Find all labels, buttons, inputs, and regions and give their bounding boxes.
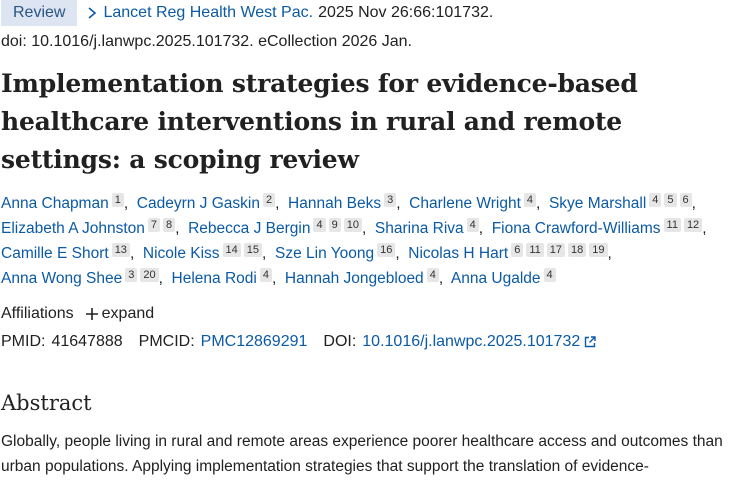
- author: Anna Ugalde 4: [450, 268, 556, 287]
- author-name[interactable]: Cadeyrn J Gaskin: [136, 195, 260, 212]
- pmcid-link[interactable]: PMC12869291: [200, 333, 308, 350]
- author-name[interactable]: Nicole Kiss: [142, 245, 220, 262]
- affiliations-row: Affiliations expand: [1, 303, 749, 325]
- author-name[interactable]: Skye Marshall: [548, 195, 647, 212]
- author-name[interactable]: Elizabeth A Johnston: [1, 220, 145, 237]
- author: Fiona Crawford-Williams 11 12: [491, 218, 711, 237]
- author-name[interactable]: Rebecca J Bergin: [188, 220, 311, 237]
- journal-link[interactable]: Lancet Reg Health West Pac.: [103, 4, 314, 21]
- author-name[interactable]: Anna Wong Shee: [1, 270, 123, 287]
- author-name[interactable]: Hannah Jongebloed: [284, 270, 424, 287]
- article-title: Implementation strategies for evidence-b…: [1, 69, 638, 174]
- author-name[interactable]: Hannah Beks: [288, 195, 382, 212]
- doi-label: DOI:: [323, 333, 357, 350]
- affiliation-number[interactable]: 8: [163, 218, 176, 232]
- affiliation-number[interactable]: 19: [589, 243, 608, 257]
- affiliation-number[interactable]: 11: [663, 218, 681, 232]
- type-badge: Review: [1, 0, 78, 26]
- pmid: 41647888: [51, 333, 123, 350]
- abstract-text: Globally, people living in rural and rem…: [1, 433, 723, 475]
- affiliations-label: Affiliations: [1, 305, 74, 322]
- affiliation-number[interactable]: 14: [222, 243, 241, 257]
- affiliation-number[interactable]: 18: [568, 243, 587, 257]
- author-name[interactable]: Anna Ugalde: [450, 270, 541, 287]
- author-name[interactable]: Sharina Riva: [374, 220, 464, 237]
- affiliation-number[interactable]: 13: [111, 243, 130, 257]
- pmcid-label: PMCID:: [138, 333, 195, 350]
- author: Elizabeth A Johnston 7 8: [1, 218, 184, 237]
- citation-row: Review Lancet Reg Health West Pac. 2025 …: [1, 0, 749, 26]
- author: Helena Rodi 4: [171, 268, 281, 287]
- affiliation-number[interactable]: 4: [543, 268, 556, 282]
- affiliation-number[interactable]: 6: [511, 243, 524, 257]
- author: Anna Wong Shee 3 20: [1, 268, 167, 287]
- author: Sze Lin Yoong 16: [274, 243, 404, 262]
- abstract-heading: Abstract: [1, 391, 92, 415]
- author-name[interactable]: Sze Lin Yoong: [274, 245, 375, 262]
- author: Cadeyrn J Gaskin 2: [136, 193, 284, 212]
- chevron-icon: [88, 7, 97, 19]
- author: Charlene Wright 4: [409, 193, 545, 212]
- identifiers: PMID: 41647888 PMCID: PMC12869291 DOI: 1…: [1, 331, 749, 353]
- affiliation-number[interactable]: 4: [523, 193, 537, 207]
- expand-button[interactable]: expand: [101, 305, 155, 322]
- affiliation-number[interactable]: 5: [664, 193, 677, 207]
- author: Nicole Kiss 14 15: [142, 243, 271, 262]
- author: Anna Chapman 1: [1, 193, 132, 212]
- doi-line: doi: 10.1016/j.lanwpc.2025.101732. eColl…: [1, 33, 412, 50]
- external-link-icon[interactable]: [584, 336, 596, 348]
- author: Sharina Riva 4: [374, 218, 487, 237]
- author: Hannah Beks 3: [288, 193, 405, 212]
- author-name[interactable]: Fiona Crawford-Williams: [491, 220, 661, 237]
- author-name[interactable]: Helena Rodi: [171, 270, 257, 287]
- author: Hannah Jongebloed 4: [284, 268, 447, 287]
- affiliation-number[interactable]: 9: [328, 218, 341, 232]
- affiliation-number[interactable]: 4: [649, 193, 662, 207]
- pmid-label: PMID:: [1, 333, 46, 350]
- affiliation-number[interactable]: 2: [262, 193, 276, 207]
- author: Camille E Short 13: [1, 243, 139, 262]
- affiliation-number[interactable]: 16: [377, 243, 396, 257]
- author-name[interactable]: Anna Chapman: [1, 195, 109, 212]
- author: Rebecca J Bergin 4 9 10: [188, 218, 371, 237]
- affiliation-number[interactable]: 17: [546, 243, 566, 257]
- affiliation-number[interactable]: 3: [125, 268, 138, 282]
- author: Skye Marshall 4 5 6: [548, 193, 700, 212]
- affiliation-number[interactable]: 4: [259, 268, 272, 282]
- affiliation-number[interactable]: 1: [111, 193, 124, 207]
- affiliation-number[interactable]: 20: [140, 268, 159, 282]
- author: Nicolas H Hart 6 11 17 18 19: [408, 243, 616, 262]
- citation-info: 2025 Nov 26:66:101732.: [318, 4, 494, 21]
- affiliation-number[interactable]: 12: [683, 218, 703, 232]
- affiliation-number[interactable]: 11: [526, 243, 544, 257]
- affiliation-number[interactable]: 6: [679, 193, 692, 207]
- author-name[interactable]: Charlene Wright: [409, 195, 521, 212]
- author-name[interactable]: Camille E Short: [1, 245, 109, 262]
- affiliation-number[interactable]: 4: [313, 218, 326, 232]
- affiliation-number[interactable]: 15: [243, 243, 263, 257]
- affiliation-number[interactable]: 3: [384, 193, 397, 207]
- author-name[interactable]: Nicolas H Hart: [408, 245, 509, 262]
- affiliation-number[interactable]: 4: [426, 268, 439, 282]
- affiliation-number[interactable]: 4: [466, 218, 479, 232]
- affiliation-number[interactable]: 10: [343, 218, 362, 232]
- plus-icon[interactable]: [85, 308, 98, 320]
- affiliation-number[interactable]: 7: [147, 218, 161, 232]
- doi-link[interactable]: 10.1016/j.lanwpc.2025.101732: [362, 333, 581, 350]
